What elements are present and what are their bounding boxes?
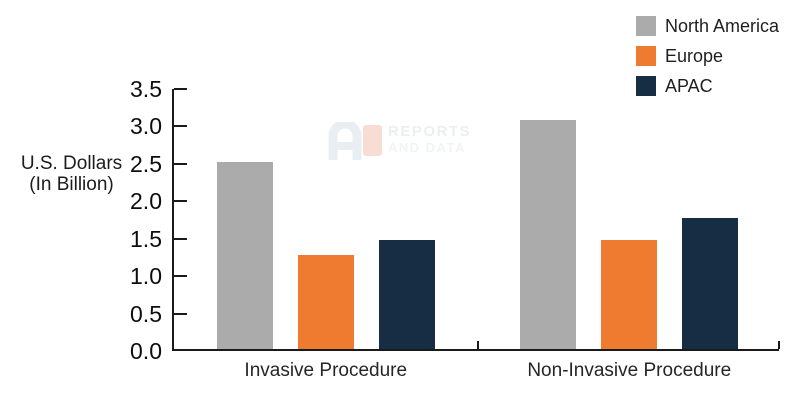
plot-area: 0.0 0.5 1.0 1.5 2.0 2.5 3.0 3.5 Invasive Procedu… <box>130 76 780 381</box>
y-axis-title-line2: (In Billion) <box>29 174 114 195</box>
bar-apac-1 <box>378 240 435 349</box>
legend-item-apac: APAC <box>636 76 779 96</box>
x-tick-mark <box>476 341 479 349</box>
y-tick-label: 3.5 <box>130 75 162 102</box>
watermark-logo-icon <box>328 119 362 165</box>
bar-europe-2 <box>601 240 658 349</box>
legend-label: Europe <box>665 45 724 66</box>
bar-europe-1 <box>297 255 354 349</box>
watermark-text-line2: AND DATA <box>388 140 466 155</box>
y-tick-mark <box>174 125 187 127</box>
legend: North America Europe APAC <box>636 16 779 106</box>
legend-label: APAC <box>665 75 713 96</box>
watermark-text-line1: REPORTS <box>388 123 472 140</box>
bar-apac-2 <box>682 217 739 349</box>
y-tick-label: 1.0 <box>130 263 162 289</box>
y-tick-mark <box>174 200 187 202</box>
y-tick-label: 3.0 <box>130 113 162 139</box>
legend-swatch-apac-icon <box>636 76 656 96</box>
legend-label: North America <box>665 15 780 36</box>
y-axis-title: U.S. Dollars (In Billion) <box>0 153 143 195</box>
legend-swatch-north-america-icon <box>636 16 656 36</box>
watermark-logo-red-block-icon <box>363 125 382 156</box>
y-tick-label: 2.5 <box>130 150 162 177</box>
x-tick-mark <box>778 341 780 349</box>
y-axis-title-line1: U.S. Dollars <box>20 153 123 174</box>
y-tick-mark <box>174 87 187 90</box>
x-category-label: Invasive Procedure <box>244 360 408 381</box>
watermark: REPORTS AND DATA <box>326 119 496 165</box>
legend-item-europe: Europe <box>636 46 779 66</box>
y-tick-label: 1.5 <box>130 225 162 252</box>
y-tick-mark <box>174 275 187 277</box>
y-tick-label: 2.0 <box>130 188 162 214</box>
legend-item-north-america: North America <box>636 16 779 36</box>
legend-swatch-europe-icon <box>636 46 656 66</box>
x-category-label: Non-Invasive Procedure <box>527 360 732 381</box>
y-tick-label: 0.0 <box>130 338 162 364</box>
bar-north-america-2 <box>520 120 577 349</box>
y-tick-mark <box>174 162 187 165</box>
y-tick-label: 0.5 <box>130 300 162 327</box>
y-tick-mark <box>174 312 187 315</box>
bar-north-america-1 <box>216 161 273 349</box>
y-tick-mark <box>174 237 187 240</box>
